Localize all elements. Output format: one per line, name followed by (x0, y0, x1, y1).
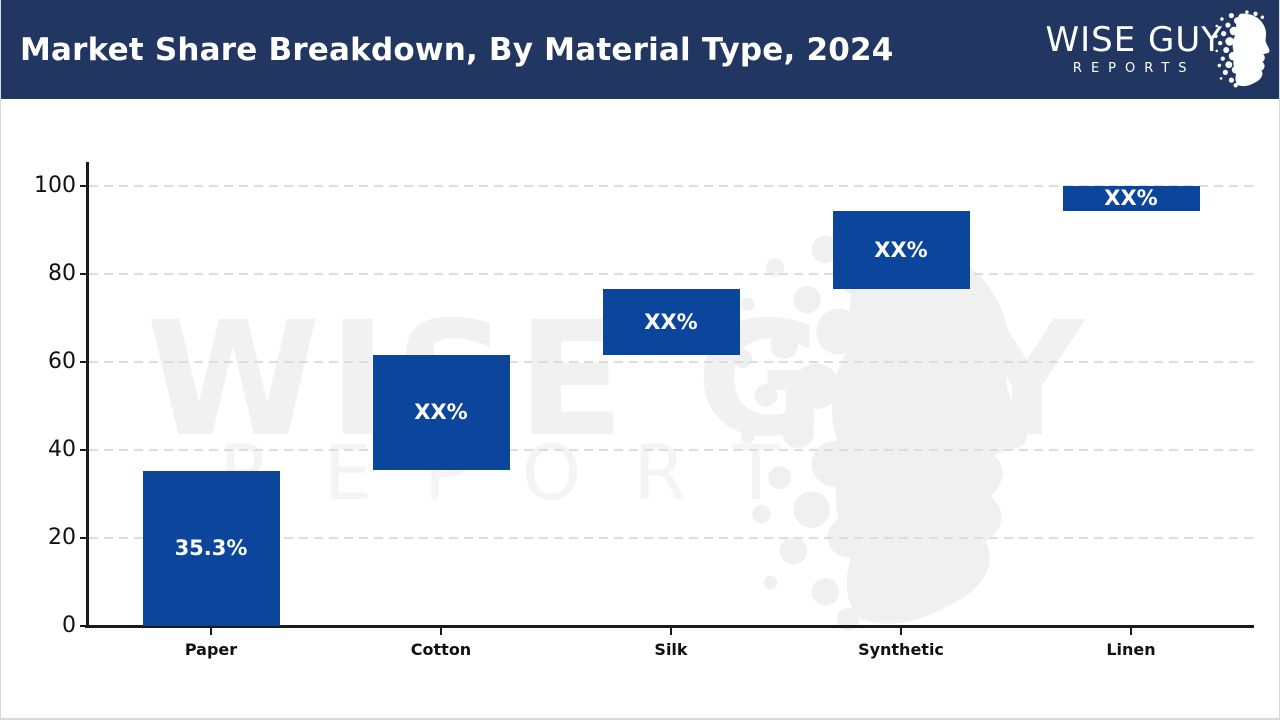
x-tick-mark-synthetic (900, 627, 902, 635)
gridline-60 (89, 360, 1254, 363)
waterfall-bar-synthetic: XX% (832, 211, 970, 290)
bar-value-label: 35.3% (174, 535, 248, 560)
y-tick-label-40: 40 (48, 436, 76, 462)
y-axis-line (86, 162, 89, 627)
brand-wordmark-reports: REPORTS (1072, 60, 1196, 76)
y-tick-mark-60 (80, 360, 88, 363)
x-tick-mark-silk (670, 627, 672, 635)
x-axis-line (85, 625, 1254, 628)
y-tick-mark-40 (80, 448, 88, 451)
gridline-40 (89, 448, 1254, 451)
gridline-20 (89, 536, 1254, 539)
face-dots-icon (1214, 9, 1270, 87)
page-title: Market Share Breakdown, By Material Type… (20, 31, 894, 68)
bar-value-label: XX% (644, 309, 698, 334)
bar-value-label: XX% (414, 400, 468, 425)
watermark-face-icon (734, 235, 1028, 631)
brand-wordmark-wiseguy: WISE GUY (1045, 20, 1223, 61)
waterfall-bar-cotton: XX% (372, 354, 510, 471)
x-tick-mark-cotton (440, 627, 442, 635)
category-label-silk: Silk (654, 640, 688, 659)
brand-wordmark: WISE GUY REPORTS (1045, 20, 1223, 76)
y-tick-label-60: 60 (48, 348, 76, 374)
watermark-reports: REPORTS (219, 428, 932, 517)
gridline-100 (89, 184, 1254, 187)
waterfall-bar-silk: XX% (602, 289, 740, 355)
waterfall-bar-paper: 35.3% (142, 470, 280, 626)
waterfall-bar-linen: XX% (1062, 185, 1200, 212)
bar-value-label: XX% (874, 237, 928, 262)
y-tick-mark-80 (80, 272, 88, 275)
x-tick-mark-paper (210, 627, 212, 635)
brand-logo: WISE GUY REPORTS (1045, 9, 1271, 90)
bar-value-label: XX% (1104, 185, 1158, 210)
y-tick-mark-20 (80, 536, 88, 539)
x-tick-mark-linen (1130, 627, 1132, 635)
y-tick-label-0: 0 (62, 613, 76, 638)
category-label-cotton: Cotton (410, 640, 472, 659)
category-label-paper: Paper (184, 640, 238, 659)
gridline-80 (89, 272, 1254, 275)
header-bar: Market Share Breakdown, By Material Type… (1, 0, 1279, 99)
y-tick-label-100: 100 (34, 172, 76, 198)
y-tick-mark-0 (80, 625, 88, 627)
y-tick-label-80: 80 (48, 260, 76, 286)
y-tick-mark-100 (80, 184, 88, 187)
category-label-linen: Linen (1106, 640, 1156, 659)
y-tick-label-20: 20 (48, 524, 76, 550)
category-label-synthetic: Synthetic (858, 640, 944, 659)
